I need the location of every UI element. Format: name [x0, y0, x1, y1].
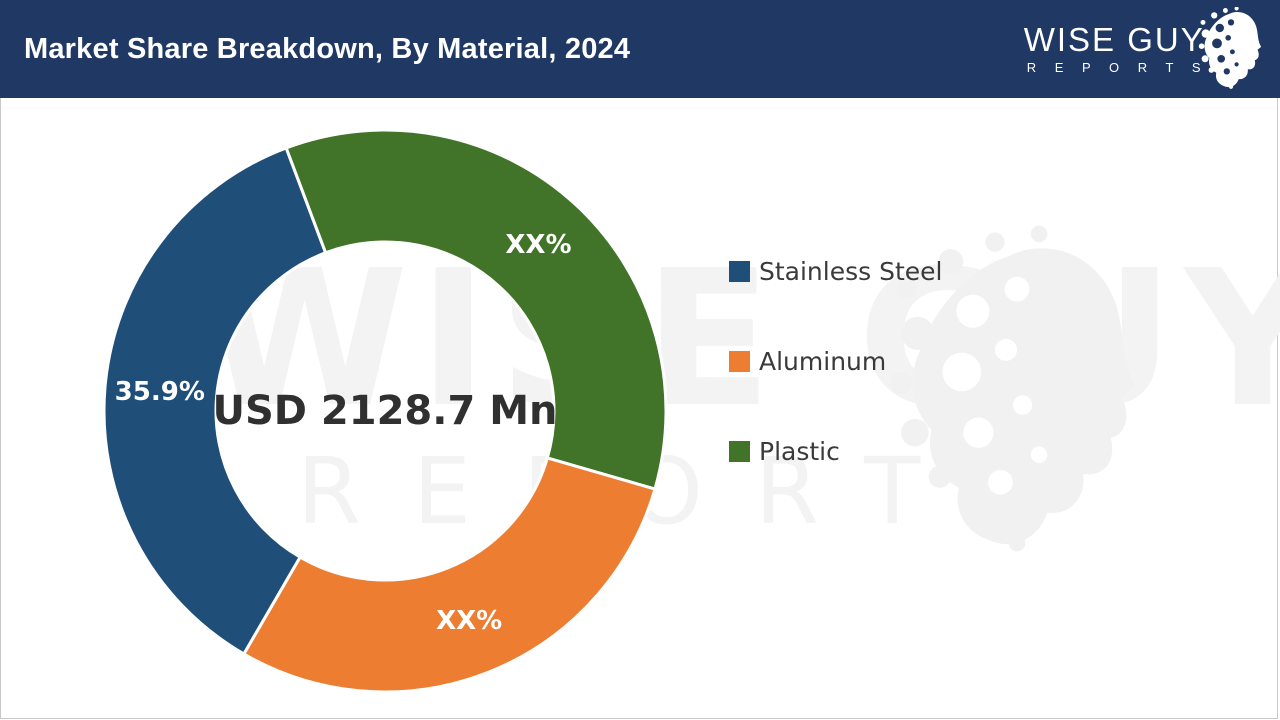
legend-swatch-icon	[729, 440, 750, 462]
chart-legend: Stainless Steel Aluminum Plastic	[729, 258, 942, 528]
header-bar: Market Share Breakdown, By Material, 202…	[0, 0, 1280, 98]
legend-item-plastic: Plastic	[729, 438, 942, 464]
donut-chart	[102, 128, 668, 694]
donut-segment-stainless-steel	[102, 146, 328, 657]
donut-segment-aluminum	[241, 456, 657, 694]
legend-item-stainless-steel: Stainless Steel	[729, 258, 942, 284]
page-title: Market Share Breakdown, By Material, 202…	[24, 32, 631, 65]
legend-swatch-icon	[729, 260, 750, 282]
segment-label-aluminum: XX%	[436, 605, 503, 636]
chart-canvas: WISE GUY REPORTS XX% XX% 35.9% USD 2128.7 …	[0, 98, 1280, 719]
watermark-reports-text: REPORTS	[297, 438, 1083, 545]
brand-head-icon	[1198, 7, 1262, 89]
brand-name: WISE GUY	[1023, 21, 1205, 58]
legend-label: Stainless Steel	[759, 256, 943, 286]
legend-item-aluminum: Aluminum	[729, 348, 942, 374]
brand-logo-text: WISE GUY R E P O R T S	[1024, 23, 1208, 75]
center-value-label: USD 2128.7 Mn	[212, 388, 558, 434]
segment-label-stainless-steel: 35.9%	[114, 377, 205, 408]
segment-label-plastic: XX%	[505, 230, 572, 261]
brand-tagline: R E P O R T S	[1026, 60, 1208, 75]
legend-label: Plastic	[759, 436, 840, 466]
donut-segment-plastic	[284, 128, 668, 491]
brand-logo: WISE GUY R E P O R T S	[1024, 6, 1266, 92]
watermark-head-icon	[890, 225, 1136, 552]
legend-label: Aluminum	[759, 346, 887, 376]
legend-swatch-icon	[729, 350, 750, 372]
